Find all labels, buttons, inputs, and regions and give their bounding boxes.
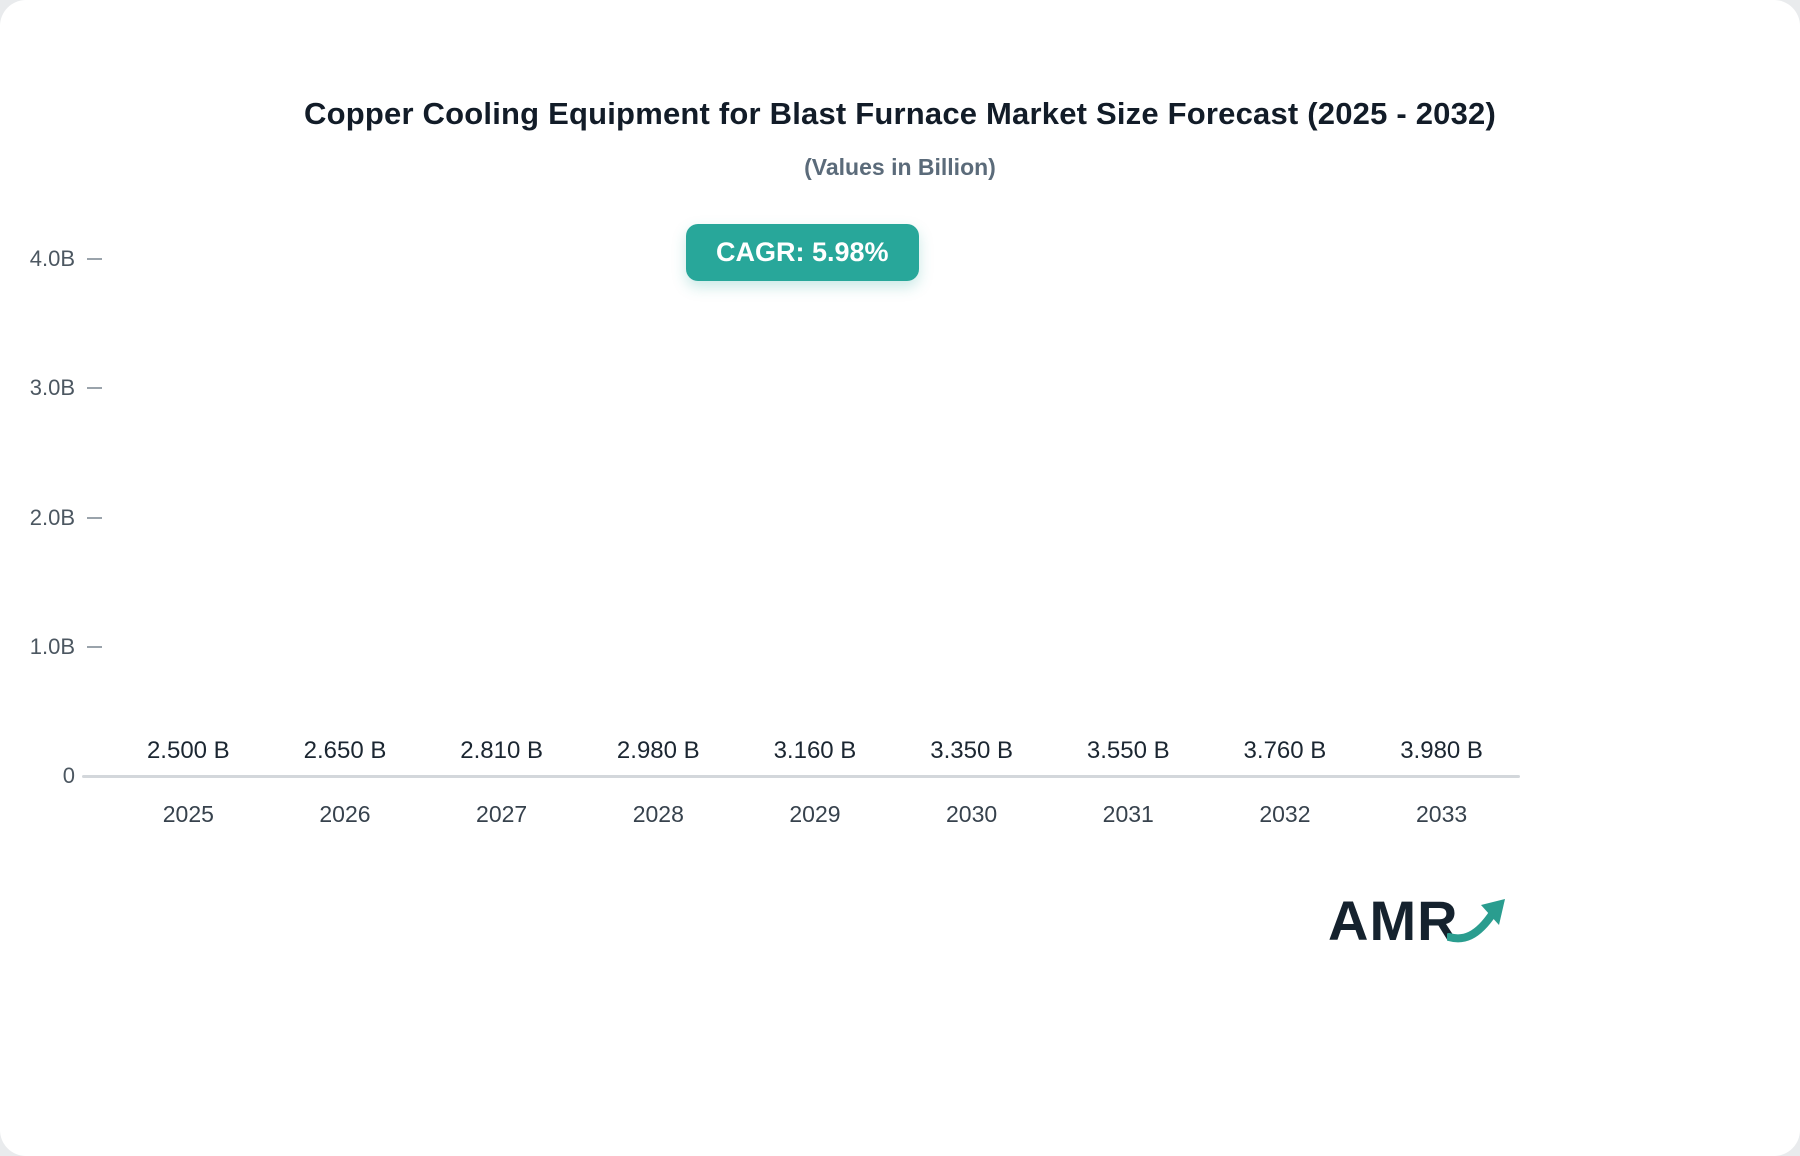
bar-value-label: 2.650 B [303, 737, 387, 764]
bar-group: 2.980 B 2028 [591, 737, 725, 827]
bar-group: 3.550 B 2031 [1061, 737, 1195, 827]
bar-value-label: 2.810 B [460, 737, 543, 764]
y-axis-tick-mark [87, 387, 102, 390]
bar-value-label: 2.500 B [146, 737, 230, 764]
x-axis-label: 2028 [632, 801, 684, 827]
bar-group: 3.980 B 2033 [1375, 737, 1509, 827]
chart-header: Copper Cooling Equipment for Blast Furna… [0, 0, 1800, 181]
x-axis-label: 2027 [476, 801, 528, 827]
bars: 2.500 B 2025 2.650 B 2026 2.810 B 2027 2.980 B… [110, 259, 1520, 827]
chart-wrap: 4.0B 3.0B 2.0B 1.0B 0 2.500 B 2025 2.650 B 2026… [0, 246, 1800, 827]
y-axis-tick-label: 0 [62, 763, 75, 788]
y-axis-tick-mark [87, 645, 102, 648]
y-axis-tick-mark [87, 258, 102, 260]
bar-value-label: 3.550 B [1086, 737, 1170, 764]
bar-group: 3.350 B 2030 [905, 737, 1039, 827]
bar-value-label: 3.350 B [930, 737, 1013, 764]
chart-subtitle: (Values in Billion) [804, 154, 996, 180]
bar-group: 2.810 B 2027 [435, 737, 569, 827]
trend-up-arrow-icon [1446, 899, 1505, 943]
y-axis-tick-label: 1.0B [29, 633, 75, 659]
x-axis-label: 2029 [789, 801, 841, 827]
chart-area: 4.0B 3.0B 2.0B 1.0B 0 2.500 B 2025 2.650 B 2026… [30, 246, 1520, 827]
chart-title: Copper Cooling Equipment for Blast Furna… [304, 96, 1496, 131]
y-axis-tick: 2.0B [2, 505, 102, 531]
x-axis-label: 2030 [946, 801, 998, 827]
x-axis-line [82, 775, 1520, 778]
y-axis-tick-mark [87, 516, 102, 519]
amr-logo: AMR [1328, 893, 1509, 949]
y-axis-tick: 4.0B [2, 246, 102, 272]
bar-group: 2.650 B 2026 [278, 737, 412, 827]
bar-value-label: 3.760 B [1243, 737, 1327, 764]
bar-value-label: 3.160 B [773, 737, 857, 764]
x-axis-label: 2031 [1102, 801, 1154, 827]
bar-value-label: 3.980 B [1400, 737, 1483, 764]
bar-group: 2.500 B 2025 [121, 737, 255, 827]
x-axis-label: 2033 [1415, 801, 1468, 827]
y-axis-tick: 3.0B [2, 375, 102, 401]
x-axis-label: 2026 [319, 801, 371, 827]
y-axis-tick-label: 4.0B [29, 246, 75, 271]
y-axis-tick-label: 2.0B [29, 504, 75, 530]
bar-group: 3.160 B 2029 [748, 737, 882, 827]
x-axis-label: 2025 [162, 801, 214, 827]
x-axis-label: 2032 [1259, 801, 1311, 827]
cagr-badge: CAGR: 5.98% [686, 224, 919, 281]
bar-value-label: 2.980 B [616, 737, 700, 764]
y-axis-tick: 1.0B [2, 634, 102, 660]
bar-group: 3.760 B 2032 [1218, 737, 1352, 827]
y-axis-tick-label: 3.0B [29, 375, 75, 401]
amr-logo-text: AMR [1328, 889, 1459, 952]
